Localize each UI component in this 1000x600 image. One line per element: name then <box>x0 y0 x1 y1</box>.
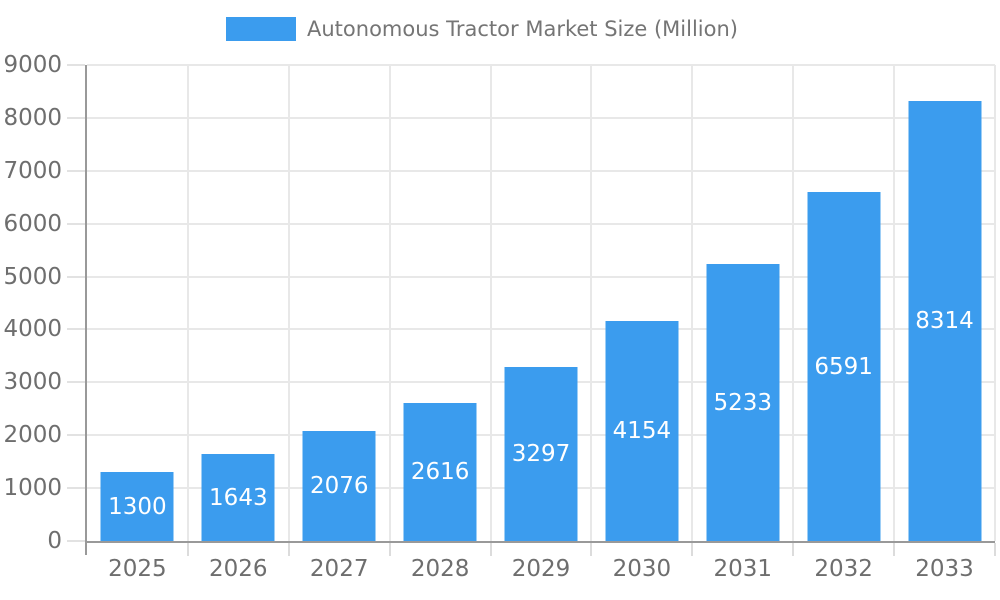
bar-value-label: 3297 <box>511 440 571 467</box>
y-tick-label: 4000 <box>3 316 62 343</box>
x-axis-tick-mark <box>590 543 593 556</box>
y-axis-ticks <box>67 64 85 542</box>
bar-2032[interactable]: 6591 <box>807 192 881 541</box>
x-axis-tick-mark <box>388 543 391 556</box>
legend[interactable]: Autonomous Tractor Market Size (Million) <box>226 17 738 41</box>
bar-value-label: 2076 <box>309 473 369 500</box>
gridline-vertical <box>590 65 593 541</box>
gridline-horizontal <box>87 275 995 278</box>
x-axis-labels: 2025 2026 2027 2028 2029 2030 2031 2032 2033 <box>87 556 995 588</box>
y-tick-label: 3000 <box>3 369 62 396</box>
bar-2025[interactable]: 1300 <box>100 472 174 541</box>
y-tick-label: 0 <box>47 528 62 554</box>
x-tick-label: 2032 <box>814 556 873 582</box>
bar-value-label: 6591 <box>814 353 873 380</box>
gridline-vertical <box>792 65 795 541</box>
x-axis-tick-mark <box>186 543 189 556</box>
y-tick-label: 5000 <box>3 263 62 290</box>
y-tick-label: 8000 <box>3 104 62 131</box>
x-axis-tick-mark <box>287 543 290 556</box>
y-axis-tick-mark <box>67 64 85 66</box>
x-tick-label: 2030 <box>612 556 672 582</box>
x-axis-tick-mark <box>792 543 795 556</box>
gridline-vertical <box>287 65 290 541</box>
y-axis-tick-mark <box>67 222 85 225</box>
x-tick-label: 2031 <box>713 556 773 582</box>
gridline-vertical <box>994 65 996 541</box>
bar-value-label: 1300 <box>108 493 167 520</box>
bar-2033[interactable]: 8314 <box>908 101 982 541</box>
y-axis-line <box>85 65 87 555</box>
gridline-horizontal <box>87 328 995 331</box>
gridline-vertical <box>186 65 189 541</box>
x-tick-label: 2033 <box>915 556 974 582</box>
gridline-vertical <box>893 65 896 541</box>
y-tick-label: 2000 <box>3 422 62 449</box>
bar-value-label: 8314 <box>915 308 974 335</box>
y-tick-label: 1000 <box>3 475 62 502</box>
x-axis-line <box>85 541 995 543</box>
y-axis-tick-mark <box>67 116 85 119</box>
gridline-horizontal <box>87 222 995 225</box>
x-tick-label: 2025 <box>108 556 167 582</box>
y-axis-tick-mark <box>67 169 85 172</box>
y-axis-labels: 0 1000 2000 3000 4000 5000 6000 7000 8000 9000 <box>0 52 62 554</box>
x-axis-tick-mark <box>994 543 996 556</box>
bar-value-label: 2616 <box>410 458 470 485</box>
gridline-horizontal <box>87 64 995 66</box>
bar-value-label: 4154 <box>612 418 672 445</box>
y-tick-label: 6000 <box>3 210 62 237</box>
gridline-horizontal <box>87 116 995 119</box>
bar-2029[interactable]: 3297 <box>504 366 578 541</box>
y-axis-tick-mark <box>67 381 85 384</box>
x-axis-ticks <box>87 543 996 556</box>
gridline-horizontal <box>87 169 995 172</box>
bar-2026[interactable]: 1643 <box>201 454 275 541</box>
x-axis-tick-mark <box>893 543 896 556</box>
y-axis-tick-mark <box>67 540 85 542</box>
x-tick-label: 2027 <box>309 556 369 582</box>
y-tick-label: 9000 <box>3 52 62 78</box>
y-axis-tick-mark <box>67 328 85 331</box>
legend-marker-swatch <box>226 17 296 41</box>
y-axis-tick-mark <box>67 275 85 278</box>
y-tick-label: 7000 <box>3 157 62 184</box>
x-axis-tick-mark <box>489 543 492 556</box>
x-tick-label: 2029 <box>511 556 571 582</box>
plot-area: 1300 1643 2076 2616 3297 4154 5233 6591 8314 <box>87 64 996 541</box>
bar-2030[interactable]: 4154 <box>605 321 679 541</box>
bar-value-label: 1643 <box>209 484 268 511</box>
gridline-vertical <box>691 65 694 541</box>
legend-label: Autonomous Tractor Market Size (Million) <box>307 17 738 41</box>
y-axis-tick-mark <box>67 487 85 490</box>
x-tick-label: 2028 <box>410 556 470 582</box>
x-tick-label: 2026 <box>209 556 268 582</box>
y-axis-tick-mark <box>67 434 85 437</box>
gridline-vertical <box>489 65 492 541</box>
x-axis-tick-mark <box>691 543 694 556</box>
bar-2028[interactable]: 2616 <box>403 402 477 541</box>
bar-2031[interactable]: 5233 <box>706 264 780 541</box>
gridline-vertical <box>388 65 391 541</box>
bar-value-label: 5233 <box>713 389 773 416</box>
bar-2027[interactable]: 2076 <box>302 431 376 541</box>
